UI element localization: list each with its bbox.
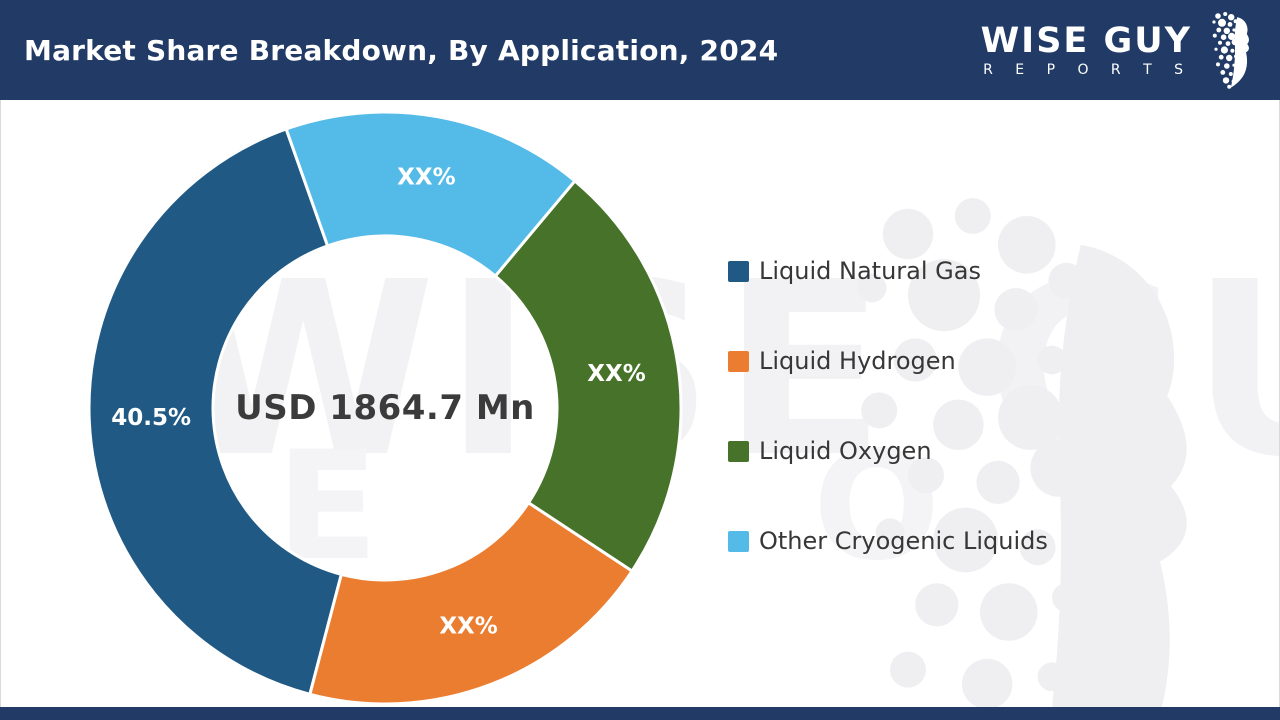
logo-subtitle: R E P O R T S <box>983 61 1192 78</box>
legend-swatch-icon <box>728 440 749 462</box>
logo-wordmark: WISE GUY <box>980 21 1192 62</box>
legend-swatch-icon <box>728 350 749 372</box>
legend-item-liquid-oxygen: Liquid Oxygen <box>728 434 1048 468</box>
legend-item-liquid-hydrogen: Liquid Hydrogen <box>728 344 1048 378</box>
legend-label: Liquid Natural Gas <box>759 257 981 285</box>
footer-bar <box>0 707 1280 720</box>
legend-swatch-icon <box>728 260 749 282</box>
chart-center-value: USD 1864.7 Mn <box>235 388 535 428</box>
logo-face-icon <box>1212 12 1249 89</box>
legend-item-other-cryogenic-liquids: Other Cryogenic Liquids <box>728 524 1048 558</box>
page-title: Market Share Breakdown, By Application, … <box>24 33 779 67</box>
legend: Liquid Natural Gas Liquid Hydrogen Liqui… <box>728 254 1048 558</box>
legend-label: Liquid Oxygen <box>759 437 932 465</box>
legend-label: Liquid Hydrogen <box>759 347 956 375</box>
legend-label: Other Cryogenic Liquids <box>759 527 1048 555</box>
legend-item-liquid-natural-gas: Liquid Natural Gas <box>728 254 1048 288</box>
legend-swatch-icon <box>728 530 749 552</box>
header-bar: Market Share Breakdown, By Application, … <box>0 0 1280 100</box>
wiseguy-logo: WISE GUY R E P O R T S <box>981 10 1262 90</box>
